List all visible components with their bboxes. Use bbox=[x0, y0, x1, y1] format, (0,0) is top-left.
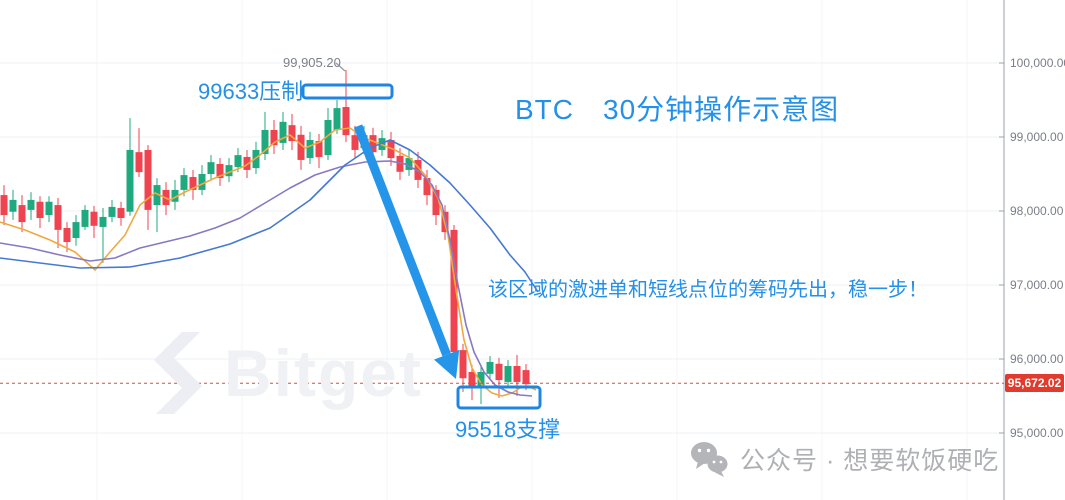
wechat-icon bbox=[691, 442, 728, 477]
candle-body bbox=[432, 189, 440, 216]
candle-body bbox=[0, 195, 8, 216]
candle-body bbox=[189, 176, 197, 190]
price-axis-label: 97,000.00 bbox=[1010, 278, 1064, 292]
candle-body bbox=[513, 366, 521, 382]
price-axis-label: 99,000.00 bbox=[1010, 130, 1064, 144]
candle-body bbox=[198, 174, 206, 190]
candle-body bbox=[225, 165, 233, 177]
candle-body bbox=[324, 119, 332, 156]
candle-body bbox=[414, 159, 422, 180]
strategy-note: 该区域的激进单和短线点位的筹码先出，稳一步！ bbox=[488, 279, 928, 301]
candle-body bbox=[504, 366, 512, 382]
candle-body bbox=[522, 370, 530, 385]
price-axis-label: 95,000.00 bbox=[1010, 426, 1064, 440]
candle-body bbox=[459, 350, 467, 379]
candle-body bbox=[252, 149, 260, 169]
candle-body bbox=[126, 149, 134, 212]
peak-pointer-line bbox=[335, 62, 346, 72]
candle-body bbox=[144, 149, 152, 210]
candle-body bbox=[135, 152, 143, 173]
candle-body bbox=[486, 361, 494, 374]
candle-body bbox=[468, 371, 476, 388]
candle-body bbox=[297, 134, 305, 160]
candle-body bbox=[27, 199, 35, 210]
candle-body bbox=[279, 121, 287, 143]
peak-price-label: 99,905.20 bbox=[283, 55, 341, 70]
ma-line-ma_mid bbox=[0, 160, 533, 397]
candle-body bbox=[495, 363, 503, 381]
candle-body bbox=[369, 135, 377, 153]
candle-body bbox=[306, 139, 314, 159]
candle-body bbox=[477, 371, 485, 387]
candle-body bbox=[423, 178, 431, 196]
candle-body bbox=[90, 211, 98, 226]
candle-body bbox=[108, 206, 116, 217]
wechat-account-label: 公众号 · 想要软饭硬吃 bbox=[740, 447, 1000, 475]
page-title: BTC 30分钟操作示意图 bbox=[515, 94, 840, 125]
candle-body bbox=[54, 205, 62, 230]
candle-body bbox=[36, 201, 44, 219]
candle-body bbox=[405, 158, 413, 170]
candle-body bbox=[270, 129, 278, 146]
candle-body bbox=[396, 155, 404, 172]
candle-body bbox=[180, 175, 188, 190]
candle-body bbox=[45, 201, 53, 216]
candle-body bbox=[333, 108, 341, 130]
resistance-annotation: 99633压制 bbox=[198, 79, 304, 104]
footer-credit: 公众号 · 想要软饭硬吃 bbox=[690, 440, 999, 478]
support-box bbox=[456, 385, 542, 410]
price-axis-label: 100,000.00 bbox=[1010, 56, 1065, 70]
support-annotation: 95518支撑 bbox=[455, 417, 561, 442]
candle-body bbox=[9, 199, 17, 212]
down-arrow-shaft bbox=[353, 124, 451, 357]
candle-body bbox=[450, 229, 458, 352]
candle-body bbox=[63, 228, 71, 243]
candle-body bbox=[117, 208, 125, 219]
candle-body bbox=[243, 156, 251, 170]
candle-body bbox=[171, 189, 179, 202]
price-axis-label: 98,000.00 bbox=[1010, 204, 1064, 218]
candle-body bbox=[342, 107, 350, 136]
candle-body bbox=[81, 209, 89, 227]
candle-body bbox=[216, 164, 224, 179]
candle-body bbox=[261, 129, 269, 155]
candle-body bbox=[351, 135, 359, 150]
candle-body bbox=[153, 185, 161, 206]
resistance-box bbox=[301, 83, 394, 100]
last-price-badge: 95,672.02 bbox=[1005, 374, 1064, 393]
candle-body bbox=[207, 162, 215, 174]
candle-body bbox=[99, 216, 107, 227]
candle-body bbox=[288, 125, 296, 142]
ma-line-ma_fast bbox=[0, 127, 537, 397]
down-arrow-head bbox=[434, 349, 460, 379]
candle-body bbox=[18, 205, 26, 223]
candle-body bbox=[234, 155, 242, 167]
candle-body bbox=[72, 222, 80, 239]
candle-body bbox=[315, 141, 323, 157]
price-axis-label: 96,000.00 bbox=[1010, 352, 1064, 366]
